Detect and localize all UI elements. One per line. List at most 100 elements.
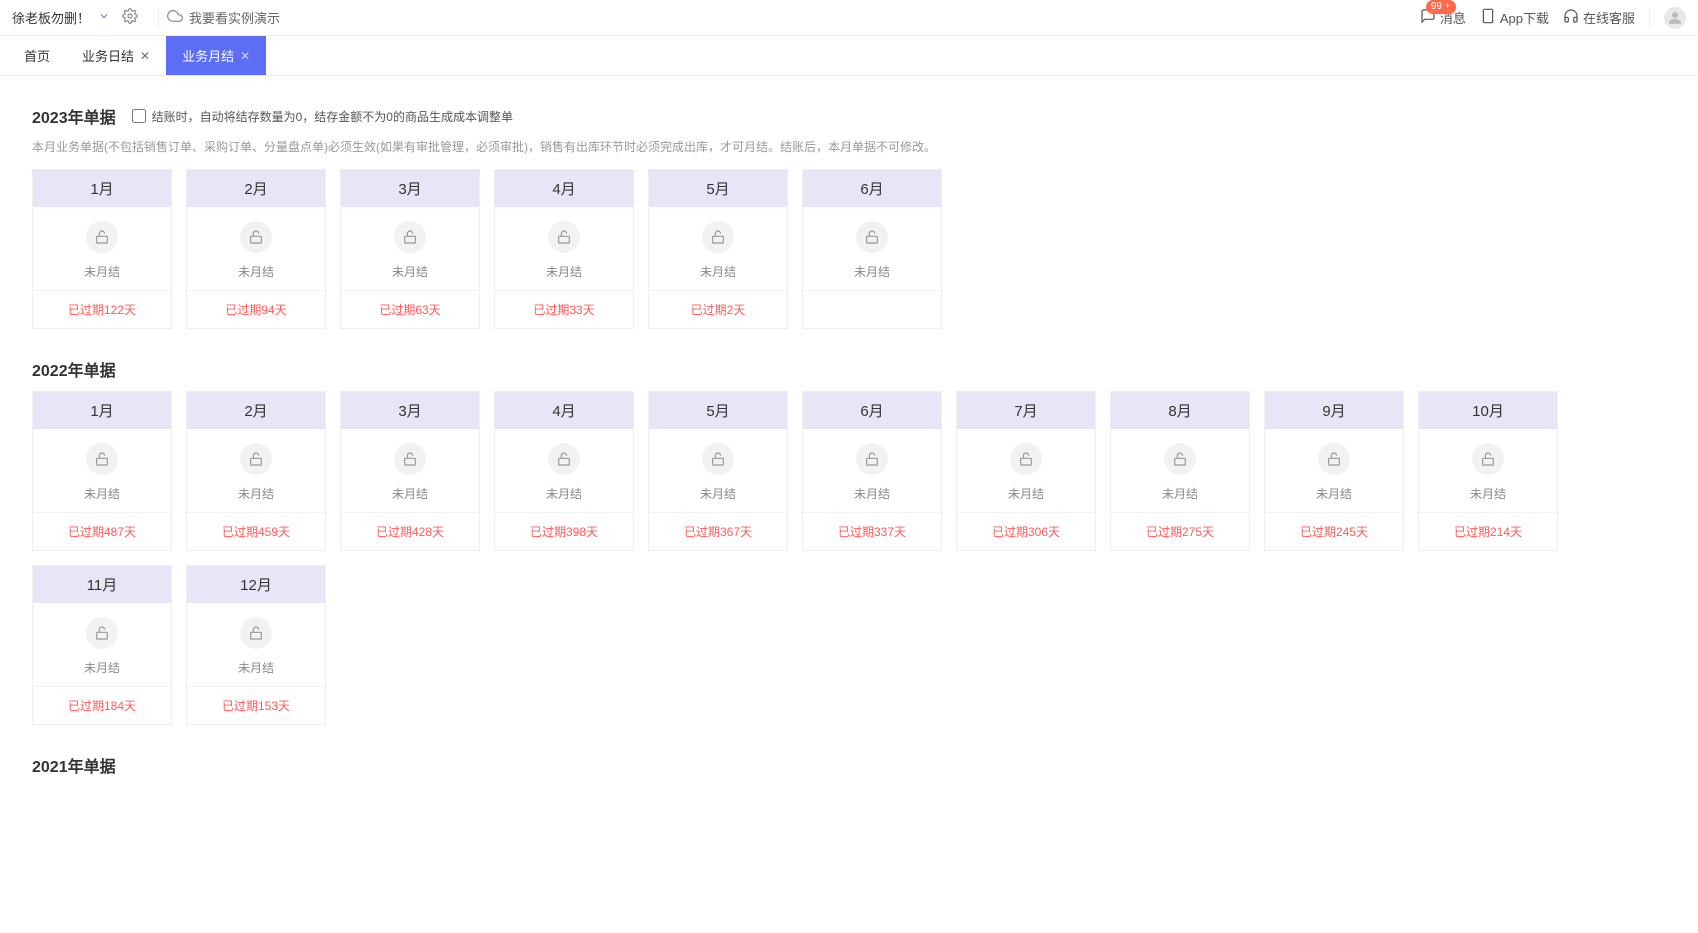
month-card[interactable]: 4月未月结已过期33天 bbox=[494, 169, 634, 329]
year-title: 2022年单据 bbox=[32, 357, 116, 381]
year-title: 2023年单据 bbox=[32, 104, 116, 128]
app-download-button[interactable]: App下载 bbox=[1480, 8, 1549, 27]
month-card[interactable]: 5月未月结已过期2天 bbox=[648, 169, 788, 329]
month-overdue: 已过期275天 bbox=[1111, 512, 1249, 550]
cloud-icon bbox=[167, 8, 183, 27]
unlock-icon bbox=[856, 443, 888, 475]
month-status: 未月结 bbox=[84, 485, 120, 502]
month-grid: 1月未月结已过期487天2月未月结已过期459天3月未月结已过期428天4月未月… bbox=[32, 391, 1666, 725]
year-header: 2023年单据结账时，自动将结存数量为0，结存金额不为0的商品生成成本调整单 bbox=[32, 104, 1666, 128]
content: 2023年单据结账时，自动将结存数量为0，结存金额不为0的商品生成成本调整单本月… bbox=[0, 76, 1698, 807]
unlock-icon bbox=[240, 221, 272, 253]
month-overdue: 已过期122天 bbox=[33, 290, 171, 328]
month-card[interactable]: 11月未月结已过期184天 bbox=[32, 565, 172, 725]
month-overdue: 已过期337天 bbox=[803, 512, 941, 550]
month-status: 未月结 bbox=[84, 263, 120, 280]
month-status: 未月结 bbox=[84, 659, 120, 676]
month-body: 未月结 bbox=[1111, 429, 1249, 512]
unlock-icon bbox=[86, 443, 118, 475]
support-button[interactable]: 在线客服 bbox=[1563, 8, 1635, 27]
month-name: 4月 bbox=[495, 392, 633, 429]
avatar[interactable] bbox=[1664, 7, 1686, 29]
gear-icon[interactable] bbox=[122, 8, 138, 27]
month-card[interactable]: 3月未月结已过期428天 bbox=[340, 391, 480, 551]
tab[interactable]: 业务日结 ✕ bbox=[66, 36, 166, 75]
month-body: 未月结 bbox=[649, 207, 787, 290]
month-name: 5月 bbox=[649, 392, 787, 429]
tab[interactable]: 业务月结 ✕ bbox=[166, 36, 266, 75]
month-status: 未月结 bbox=[392, 263, 428, 280]
month-overdue: 已过期398天 bbox=[495, 512, 633, 550]
org-name: 徐老板勿删！ bbox=[12, 8, 90, 27]
month-body: 未月结 bbox=[803, 207, 941, 290]
support-label: 在线客服 bbox=[1583, 8, 1635, 27]
month-card[interactable]: 2月未月结已过期94天 bbox=[186, 169, 326, 329]
month-overdue: 已过期63天 bbox=[341, 290, 479, 328]
auto-adjust-checkbox[interactable] bbox=[132, 109, 146, 123]
month-name: 5月 bbox=[649, 170, 787, 207]
month-overdue: 已过期367天 bbox=[649, 512, 787, 550]
month-body: 未月结 bbox=[341, 207, 479, 290]
app-download-label: App下载 bbox=[1500, 8, 1549, 27]
month-card[interactable]: 12月未月结已过期153天 bbox=[186, 565, 326, 725]
month-overdue: 已过期459天 bbox=[187, 512, 325, 550]
month-card[interactable]: 5月未月结已过期367天 bbox=[648, 391, 788, 551]
year-title: 2021年单据 bbox=[32, 753, 116, 777]
month-status: 未月结 bbox=[238, 659, 274, 676]
month-card[interactable]: 4月未月结已过期398天 bbox=[494, 391, 634, 551]
month-card[interactable]: 7月未月结已过期306天 bbox=[956, 391, 1096, 551]
month-overdue: 已过期153天 bbox=[187, 686, 325, 724]
month-card[interactable]: 9月未月结已过期245天 bbox=[1264, 391, 1404, 551]
topbar: 徐老板勿删！ 我要看实例演示 99 + 消息 App下载 bbox=[0, 0, 1698, 36]
month-status: 未月结 bbox=[1162, 485, 1198, 502]
month-status: 未月结 bbox=[1470, 485, 1506, 502]
month-status: 未月结 bbox=[854, 263, 890, 280]
year-header: 2022年单据 bbox=[32, 357, 1666, 381]
month-status: 未月结 bbox=[854, 485, 890, 502]
month-grid: 1月未月结已过期122天2月未月结已过期94天3月未月结已过期63天4月未月结已… bbox=[32, 169, 1666, 329]
close-icon[interactable]: ✕ bbox=[240, 49, 250, 63]
unlock-icon bbox=[86, 221, 118, 253]
month-body: 未月结 bbox=[33, 207, 171, 290]
month-name: 10月 bbox=[1419, 392, 1557, 429]
chevron-down-icon bbox=[98, 10, 110, 25]
month-card[interactable]: 6月未月结已过期337天 bbox=[802, 391, 942, 551]
demo-link[interactable]: 我要看实例演示 bbox=[167, 8, 280, 27]
month-status: 未月结 bbox=[700, 485, 736, 502]
close-icon[interactable]: ✕ bbox=[140, 49, 150, 63]
unlock-icon bbox=[1010, 443, 1042, 475]
month-status: 未月结 bbox=[546, 263, 582, 280]
month-status: 未月结 bbox=[546, 485, 582, 502]
month-overdue: 已过期428天 bbox=[341, 512, 479, 550]
month-name: 1月 bbox=[33, 170, 171, 207]
month-name: 9月 bbox=[1265, 392, 1403, 429]
month-card[interactable]: 3月未月结已过期63天 bbox=[340, 169, 480, 329]
messages-badge: 99 + bbox=[1426, 0, 1456, 14]
org-selector[interactable]: 徐老板勿删！ bbox=[12, 8, 110, 27]
tab-label: 首页 bbox=[24, 46, 50, 65]
auto-adjust-checkbox-row[interactable]: 结账时，自动将结存数量为0，结存金额不为0的商品生成成本调整单 bbox=[132, 108, 513, 125]
tab[interactable]: 首页 bbox=[8, 36, 66, 75]
messages-button[interactable]: 99 + 消息 bbox=[1420, 8, 1466, 27]
month-status: 未月结 bbox=[238, 485, 274, 502]
month-body: 未月结 bbox=[803, 429, 941, 512]
month-card[interactable]: 6月未月结. bbox=[802, 169, 942, 329]
month-body: 未月结 bbox=[187, 207, 325, 290]
month-card[interactable]: 1月未月结已过期487天 bbox=[32, 391, 172, 551]
month-status: 未月结 bbox=[1316, 485, 1352, 502]
month-card[interactable]: 10月未月结已过期214天 bbox=[1418, 391, 1558, 551]
tab-label: 业务月结 bbox=[182, 46, 234, 65]
month-body: 未月结 bbox=[649, 429, 787, 512]
month-overdue: 已过期94天 bbox=[187, 290, 325, 328]
month-status: 未月结 bbox=[392, 485, 428, 502]
month-name: 3月 bbox=[341, 392, 479, 429]
tab-label: 业务日结 bbox=[82, 46, 134, 65]
unlock-icon bbox=[548, 221, 580, 253]
month-card[interactable]: 2月未月结已过期459天 bbox=[186, 391, 326, 551]
month-card[interactable]: 1月未月结已过期122天 bbox=[32, 169, 172, 329]
month-card[interactable]: 8月未月结已过期275天 bbox=[1110, 391, 1250, 551]
month-status: 未月结 bbox=[1008, 485, 1044, 502]
month-name: 11月 bbox=[33, 566, 171, 603]
year-header: 2021年单据 bbox=[32, 753, 1666, 777]
month-status: 未月结 bbox=[238, 263, 274, 280]
